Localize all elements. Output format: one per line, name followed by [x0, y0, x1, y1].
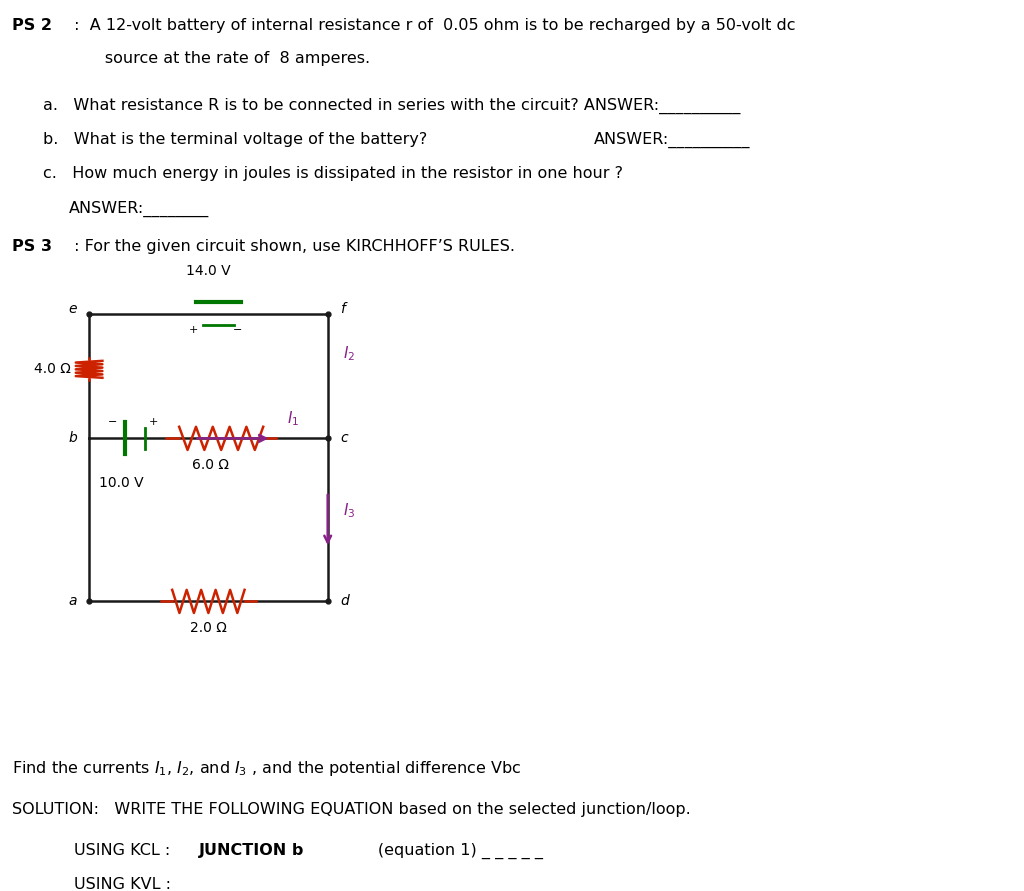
Text: SOLUTION:   WRITE THE FOLLOWING EQUATION based on the selected junction/loop.: SOLUTION: WRITE THE FOLLOWING EQUATION b…: [12, 802, 691, 817]
Text: 14.0 V: 14.0 V: [186, 264, 230, 278]
Text: (equation 1) _ _ _ _ _: (equation 1) _ _ _ _ _: [342, 843, 543, 859]
Text: ANSWER:________: ANSWER:________: [69, 200, 209, 217]
Text: :  A 12-volt battery of internal resistance r of  0.05 ohm is to be recharged by: : A 12-volt battery of internal resistan…: [69, 18, 795, 33]
Text: 4.0 Ω: 4.0 Ω: [34, 363, 71, 376]
Text: a: a: [340, 594, 348, 609]
Text: +: +: [148, 417, 159, 428]
Text: +: +: [188, 324, 198, 335]
Text: c.   How much energy in joules is dissipated in the resistor in one hour ?: c. How much energy in joules is dissipat…: [43, 166, 623, 181]
Text: c: c: [340, 431, 347, 446]
Text: : For the given circuit shown, use KIRCHHOFF’S RULES.: : For the given circuit shown, use KIRCH…: [69, 239, 515, 254]
Text: 10.0 V: 10.0 V: [99, 476, 144, 490]
Text: ANSWER:__________: ANSWER:__________: [594, 132, 751, 148]
Text: JUNCTION b: JUNCTION b: [199, 843, 304, 858]
Text: USING KVL :: USING KVL :: [74, 877, 171, 891]
Text: USING KCL :: USING KCL :: [74, 843, 175, 858]
Text: a: a: [69, 594, 77, 609]
Text: $I_1$: $I_1$: [287, 409, 299, 428]
Text: e: e: [69, 302, 77, 316]
Text: 2.0 Ω: 2.0 Ω: [189, 621, 227, 635]
Text: f: f: [340, 302, 345, 316]
Text: PS 3: PS 3: [12, 239, 52, 254]
Text: b.   What is the terminal voltage of the battery?: b. What is the terminal voltage of the b…: [43, 132, 427, 147]
Text: d: d: [340, 594, 349, 609]
Text: Find the currents $I_1$, $I_2$, and $I_3$ , and the potential difference Vbc: Find the currents $I_1$, $I_2$, and $I_3…: [12, 759, 522, 778]
Text: a.   What resistance R is to be connected in series with the circuit? ANSWER:___: a. What resistance R is to be connected …: [43, 98, 740, 114]
Text: b: b: [68, 431, 77, 446]
Text: −: −: [232, 324, 242, 335]
Text: PS 2: PS 2: [12, 18, 52, 33]
Text: 6.0 Ω: 6.0 Ω: [193, 458, 229, 472]
Text: −: −: [108, 417, 118, 428]
Text: $I_2$: $I_2$: [343, 345, 355, 363]
Text: source at the rate of  8 amperes.: source at the rate of 8 amperes.: [69, 51, 370, 66]
Text: $I_3$: $I_3$: [343, 502, 355, 520]
